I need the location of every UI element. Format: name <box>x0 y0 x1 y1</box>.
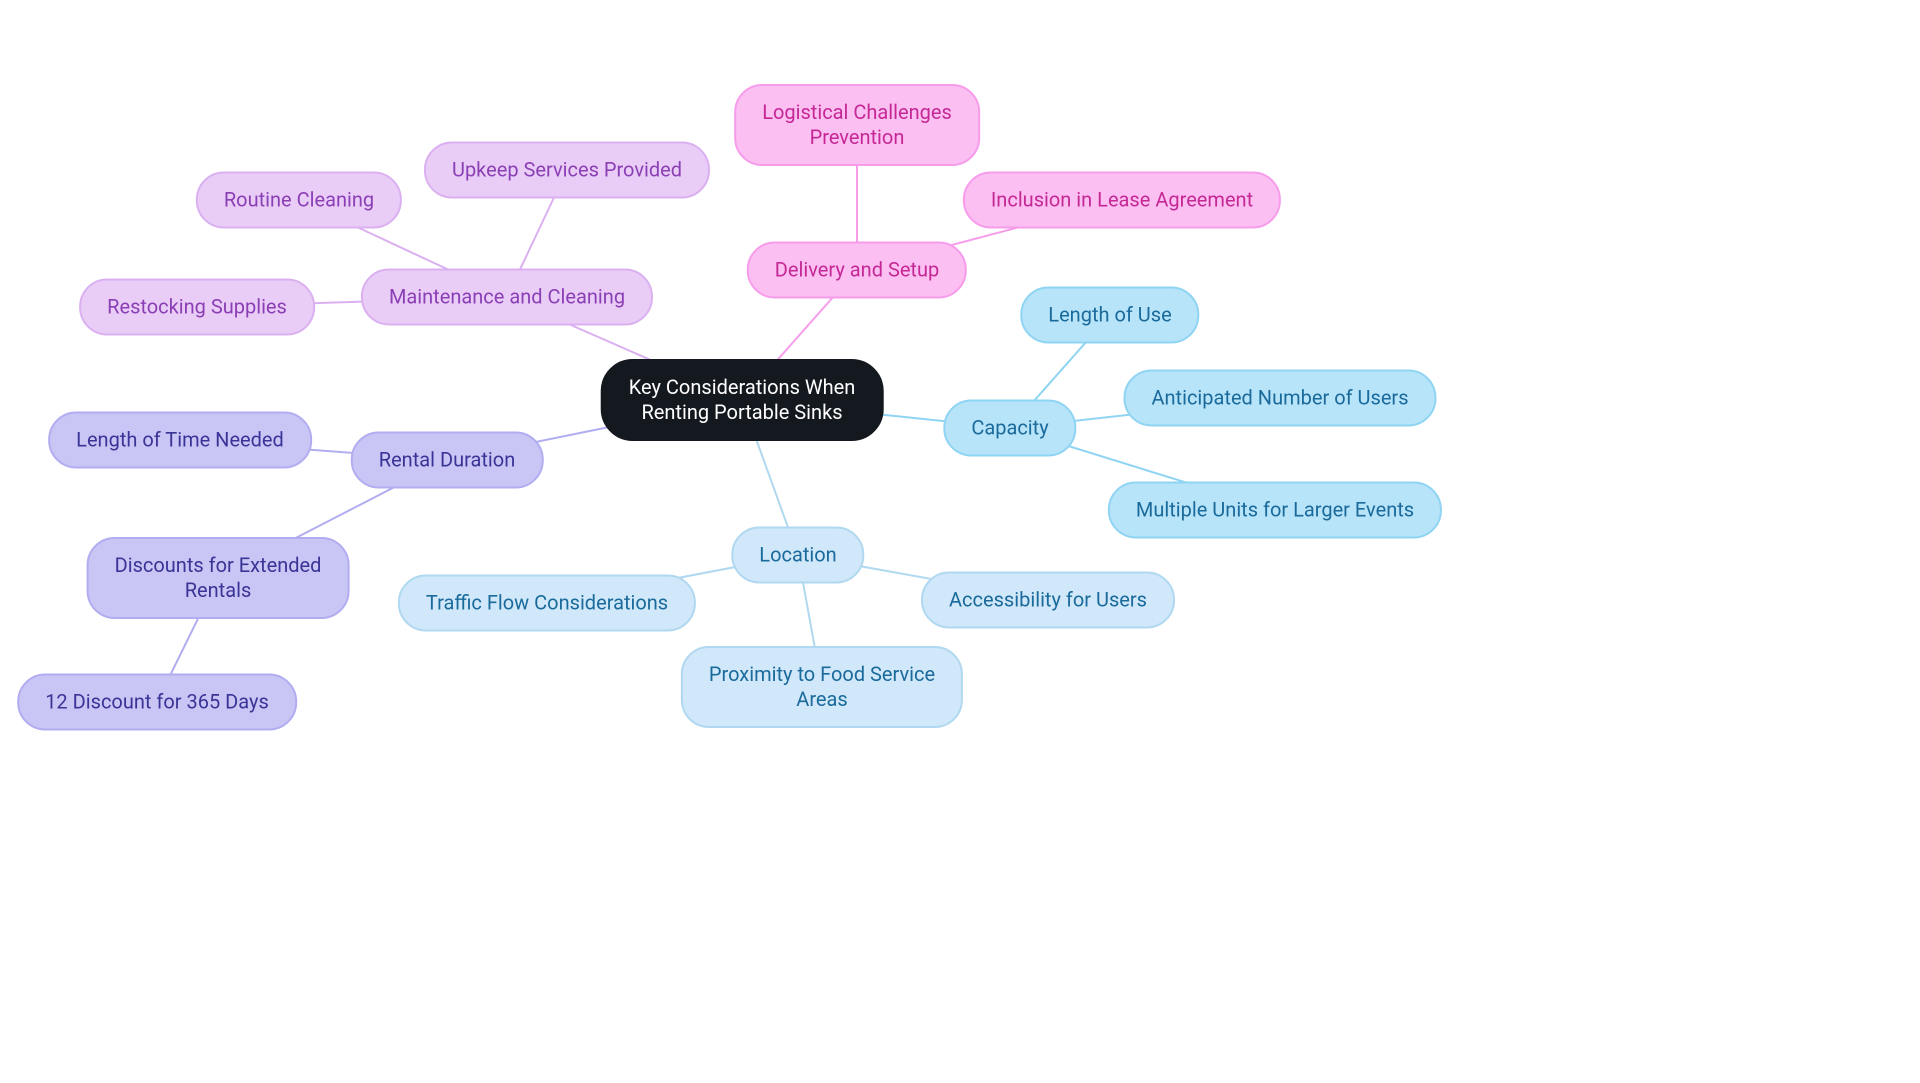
node-label: Multiple Units for Larger Events <box>1136 498 1414 523</box>
node-label: Logistical Challenges Prevention <box>762 100 952 150</box>
node-location: Location <box>731 527 864 584</box>
node-label: Maintenance and Cleaning <box>389 285 625 310</box>
node-logistical: Logistical Challenges Prevention <box>734 84 980 166</box>
node-proximity: Proximity to Food Service Areas <box>681 646 963 728</box>
node-label: Accessibility for Users <box>949 588 1147 613</box>
node-time-needed: Length of Time Needed <box>48 412 312 469</box>
mindmap-canvas: Key Considerations When Renting Portable… <box>0 0 1920 1083</box>
node-routine: Routine Cleaning <box>196 172 402 229</box>
node-capacity: Capacity <box>943 400 1076 457</box>
node-delivery: Delivery and Setup <box>747 242 967 299</box>
node-label: Proximity to Food Service Areas <box>709 662 935 712</box>
node-users: Anticipated Number of Users <box>1123 370 1436 427</box>
node-label: Discounts for Extended Rentals <box>115 553 322 603</box>
node-label: Traffic Flow Considerations <box>426 591 668 616</box>
node-restock: Restocking Supplies <box>79 279 315 336</box>
node-accessibility: Accessibility for Users <box>921 572 1175 629</box>
node-label: Anticipated Number of Users <box>1151 386 1408 411</box>
node-discount365: 12 Discount for 365 Days <box>17 674 297 731</box>
node-label: Restocking Supplies <box>107 295 287 320</box>
node-label: Rental Duration <box>379 448 516 473</box>
node-root: Key Considerations When Renting Portable… <box>601 359 884 441</box>
node-traffic: Traffic Flow Considerations <box>398 575 696 632</box>
node-label: Location <box>759 543 836 568</box>
node-label: Inclusion in Lease Agreement <box>991 188 1253 213</box>
node-label: Length of Time Needed <box>76 428 284 453</box>
node-label: Routine Cleaning <box>224 188 374 213</box>
node-label: 12 Discount for 365 Days <box>45 690 269 715</box>
node-maintenance: Maintenance and Cleaning <box>361 269 653 326</box>
node-length-use: Length of Use <box>1020 287 1199 344</box>
node-label: Upkeep Services Provided <box>452 158 682 183</box>
node-label: Delivery and Setup <box>775 258 939 283</box>
node-label: Length of Use <box>1048 303 1171 328</box>
node-label: Capacity <box>971 416 1048 441</box>
node-lease: Inclusion in Lease Agreement <box>963 172 1281 229</box>
node-multiple: Multiple Units for Larger Events <box>1108 482 1442 539</box>
node-label: Key Considerations When Renting Portable… <box>629 375 856 425</box>
node-discounts: Discounts for Extended Rentals <box>87 537 350 619</box>
node-upkeep: Upkeep Services Provided <box>424 142 710 199</box>
node-duration: Rental Duration <box>351 432 544 489</box>
